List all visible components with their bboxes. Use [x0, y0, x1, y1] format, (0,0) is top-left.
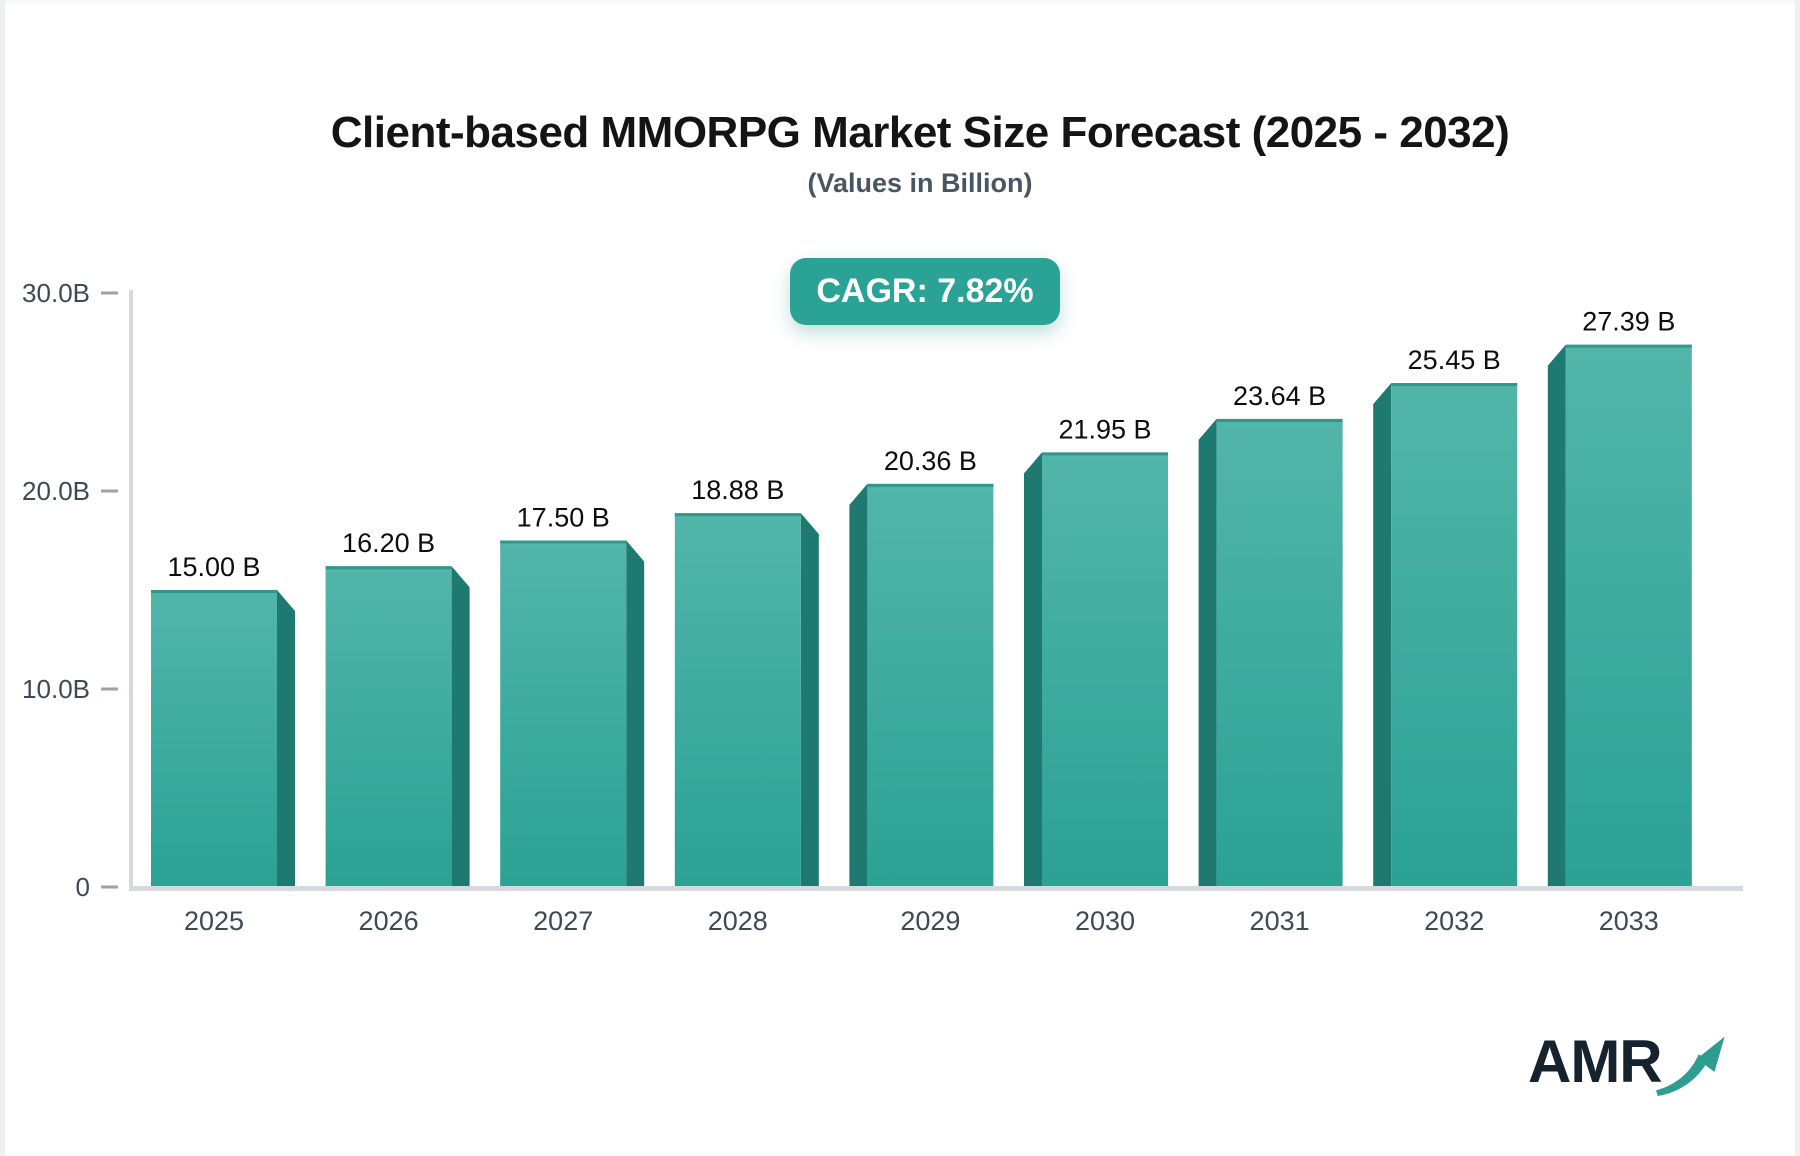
x-tick-label: 2026	[359, 906, 419, 936]
bar-value-label: 21.95 B	[1058, 414, 1151, 444]
amr-logo-text: AMR	[1528, 1028, 1663, 1095]
y-tick-label: 30.0B	[22, 278, 90, 308]
x-tick-label: 2033	[1599, 906, 1659, 936]
bar-group-2029[interactable]	[849, 483, 994, 888]
bars-layer	[151, 344, 1692, 889]
y-tick-label: 0	[76, 872, 90, 902]
bar-side-face	[849, 483, 868, 888]
x-tick-label: 2032	[1424, 906, 1484, 936]
bar-group-2030[interactable]	[1024, 452, 1168, 888]
bar-front-face	[325, 566, 452, 888]
bar-front-face	[674, 513, 801, 888]
bar-top-edge	[325, 566, 452, 570]
cagr-badge: CAGR: 7.82%	[790, 258, 1060, 325]
bar-value-label: 27.39 B	[1582, 307, 1675, 337]
y-tick-dash	[101, 291, 118, 295]
bar-group-2026[interactable]	[325, 566, 470, 888]
bar-front-face	[151, 590, 277, 888]
bar-value-label: 17.50 B	[517, 503, 610, 533]
bar-side-face	[1198, 418, 1217, 888]
bar-top-edge	[1565, 344, 1692, 348]
bar-group-2027[interactable]	[500, 540, 645, 889]
x-axis-line	[129, 886, 1743, 891]
bar-front-face	[1565, 344, 1692, 889]
bar-top-edge	[674, 513, 801, 517]
bar-top-edge	[1216, 418, 1343, 422]
y-tick-dash	[101, 885, 118, 889]
amr-logo: AMR	[1528, 1026, 1728, 1116]
bar-group-2025[interactable]	[151, 590, 295, 888]
bar-value-label: 25.45 B	[1408, 345, 1501, 375]
bar-top-edge	[867, 483, 994, 487]
amr-logo-arrow-icon	[1655, 1036, 1725, 1096]
bar-value-label: 15.00 B	[167, 552, 260, 582]
bar-side-face	[1547, 344, 1566, 889]
y-tick-label: 20.0B	[22, 476, 90, 506]
bar-top-edge	[500, 540, 627, 544]
bar-side-face	[451, 566, 470, 888]
bar-side-face	[1024, 452, 1042, 888]
window-edge-left	[0, 0, 5, 1156]
y-tick-dash	[101, 489, 118, 493]
bar-front-face	[1216, 418, 1343, 888]
bar-top-edge	[1042, 452, 1168, 456]
x-tick-label: 2028	[708, 906, 768, 936]
bar-top-edge	[1391, 383, 1518, 387]
window-edge-top	[0, 0, 1800, 4]
bar-side-face	[626, 540, 645, 888]
bar-side-face	[277, 590, 295, 888]
x-tick-label: 2027	[533, 906, 593, 936]
window-edge-right	[1795, 0, 1800, 1156]
y-tick-dash	[101, 687, 118, 691]
bar-front-face	[867, 483, 994, 888]
bar-group-2033[interactable]	[1547, 344, 1692, 889]
bar-group-2028[interactable]	[674, 513, 819, 888]
bar-group-2032[interactable]	[1373, 383, 1518, 888]
chart-title: Client-based MMORPG Market Size Forecast…	[330, 108, 1510, 157]
bar-front-face	[1391, 383, 1518, 888]
x-tick-label: 2031	[1250, 906, 1310, 936]
chart-subtitle: (Values in Billion)	[807, 168, 1033, 198]
bar-value-label: 16.20 B	[342, 528, 435, 558]
bar-value-label: 23.64 B	[1233, 381, 1326, 411]
labels-layer: 15.00 B 2025 16.20 B 2026 17.50 B 2027 18.88 B…	[22, 278, 1675, 936]
x-tick-label: 2029	[900, 906, 960, 936]
y-tick-label: 10.0B	[22, 674, 90, 704]
x-tick-label: 2030	[1075, 906, 1135, 936]
bar-front-face	[1042, 452, 1168, 888]
bar-side-face	[1373, 383, 1392, 888]
bar-value-label: 18.88 B	[691, 475, 784, 505]
bar-top-edge	[151, 590, 277, 593]
bar-side-face	[800, 513, 819, 888]
x-tick-label: 2025	[184, 906, 244, 936]
axis-layer	[101, 290, 1743, 891]
bar-group-2031[interactable]	[1198, 418, 1343, 888]
y-axis-line	[129, 290, 133, 891]
bar-front-face	[500, 540, 627, 888]
bar-value-label: 20.36 B	[884, 446, 977, 476]
